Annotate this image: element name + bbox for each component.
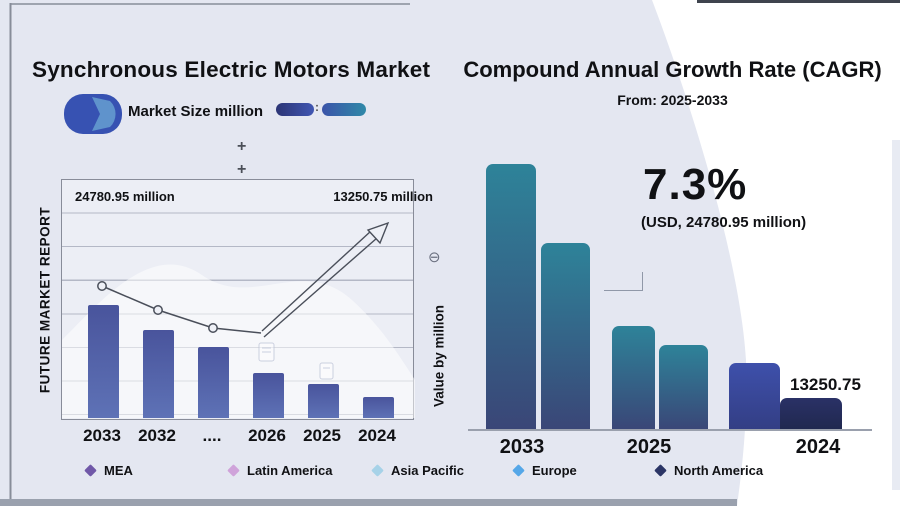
ratio-pill-left [276, 103, 314, 116]
legend-diamond-icon [512, 464, 525, 477]
minus-circle-icon: ⊖ [428, 249, 441, 266]
brand-logo-icon [64, 94, 122, 134]
cagr-note: (USD, 24780.95 million) [641, 214, 807, 231]
start-value-label: 24780.95 million [75, 189, 175, 204]
market-size-x-axis: 2033 2032.... 2026 2025 2024 [61, 426, 414, 446]
legend-item-mea: MEA [84, 463, 133, 478]
legend-diamond-icon [371, 464, 384, 477]
legend-item-north-america: North America [654, 463, 764, 478]
cagr-axis-line [468, 429, 872, 431]
legend-label: North America [674, 463, 764, 478]
ratio-colon: : [315, 100, 319, 114]
market-size-bar-.... [197, 347, 229, 418]
market-size-bars [62, 180, 415, 418]
y-axis-label: Value by million [431, 304, 447, 408]
left-chart-title: Synchronous Electric Motors Market [32, 57, 431, 82]
cagr-header: Compound Annual Growth Rate (CAGR) From:… [440, 57, 900, 108]
legend-diamond-icon [654, 464, 667, 477]
market-size-bar-2026 [252, 373, 284, 418]
x-axis-label-2032: 2032 [138, 426, 176, 445]
legend-label: Latin America [247, 463, 333, 478]
brand-tagline: Market Size million [128, 103, 264, 120]
plus-icon: + [237, 161, 247, 178]
x-axis-label-....: .... [202, 426, 222, 445]
market-size-plot-area: 24780.95 million 13250.75 million [62, 180, 433, 418]
market-size-chart: 24780.95 million 13250.75 million [61, 179, 433, 420]
plus-icon: + [237, 138, 247, 155]
market-size-bar-2024 [362, 397, 394, 418]
region-legend: MEA Latin America Asia Pacific Europe North … [0, 463, 900, 483]
bracket-decoration [604, 272, 643, 291]
x-axis-label-2033: 2033 [83, 426, 121, 445]
trend-markers [97, 281, 218, 333]
legend-label: Europe [532, 463, 577, 478]
cagr-title: Compound Annual Growth Rate (CAGR) [463, 57, 882, 82]
market-size-bar-2032 [142, 330, 174, 418]
cagr-percentage: 7.3% [643, 160, 748, 209]
cagr-end-value-label: 13250.75 [790, 375, 861, 394]
x-axis-label-2026: 2026 [248, 426, 286, 445]
legend-label: MEA [104, 463, 133, 478]
ratio-pill-right [322, 103, 366, 116]
legend-diamond-icon [84, 464, 97, 477]
legend-diamond-icon [227, 464, 240, 477]
legend-item-latin-america: Latin America [227, 463, 333, 478]
document-icon [258, 342, 334, 380]
future-market-report-watermark: FUTURE MARKET REPORT [37, 206, 53, 394]
legend-item-europe: Europe [512, 463, 577, 478]
end-value-label: 13250.75 million [333, 189, 433, 204]
market-size-bar-2025 [307, 384, 339, 418]
legend-label: Asia Pacific [391, 463, 464, 478]
x-axis-label-2025: 2025 [303, 426, 341, 445]
market-size-bar-2033 [87, 305, 119, 418]
growth-arrow [261, 221, 390, 338]
x-axis-label-2024: 2024 [358, 426, 396, 445]
legend-item-asia-pacific: Asia Pacific [371, 463, 464, 478]
cagr-subtitle: From: 2025-2033 [617, 92, 728, 108]
